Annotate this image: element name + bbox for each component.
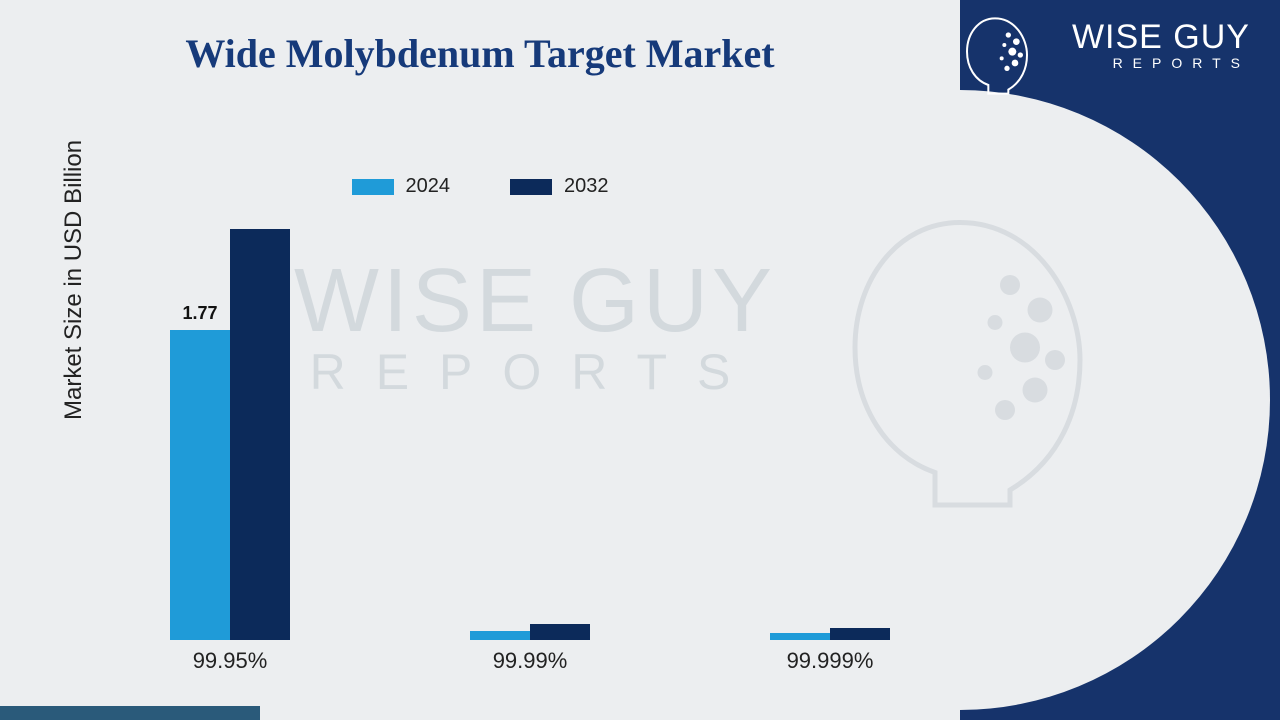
- brand-logo: WISE GUY REPORTS: [1072, 20, 1250, 70]
- legend-label: 2032: [564, 175, 609, 198]
- legend-item: 2032: [510, 175, 609, 198]
- bar: [830, 628, 890, 640]
- footer-accent-bar: [0, 706, 260, 720]
- bar: [170, 330, 230, 640]
- brand-head-icon: [960, 15, 1030, 95]
- legend-item: 2024: [352, 175, 451, 198]
- brand-sub: REPORTS: [1072, 56, 1250, 70]
- legend-swatch: [510, 179, 552, 195]
- bar: [770, 633, 830, 640]
- bar: [470, 631, 530, 640]
- bar-value-label: 1.77: [182, 303, 217, 324]
- category-label: 99.99%: [493, 648, 568, 674]
- bar: [230, 229, 290, 640]
- category-label: 99.999%: [787, 648, 874, 674]
- plot-area: 99.95%99.99%99.999%1.77: [100, 220, 920, 640]
- y-axis-label: Market Size in USD Billion: [60, 140, 88, 420]
- legend: 2024 2032: [0, 175, 960, 198]
- category-label: 99.95%: [193, 648, 268, 674]
- chart-canvas: WISE GUY REPORTS Wide Molybdenum Target …: [0, 0, 1280, 720]
- legend-label: 2024: [406, 175, 451, 198]
- chart-title: Wide Molybdenum Target Market: [0, 30, 960, 77]
- brand-main: WISE GUY: [1072, 20, 1250, 54]
- bar: [530, 624, 590, 640]
- legend-swatch: [352, 179, 394, 195]
